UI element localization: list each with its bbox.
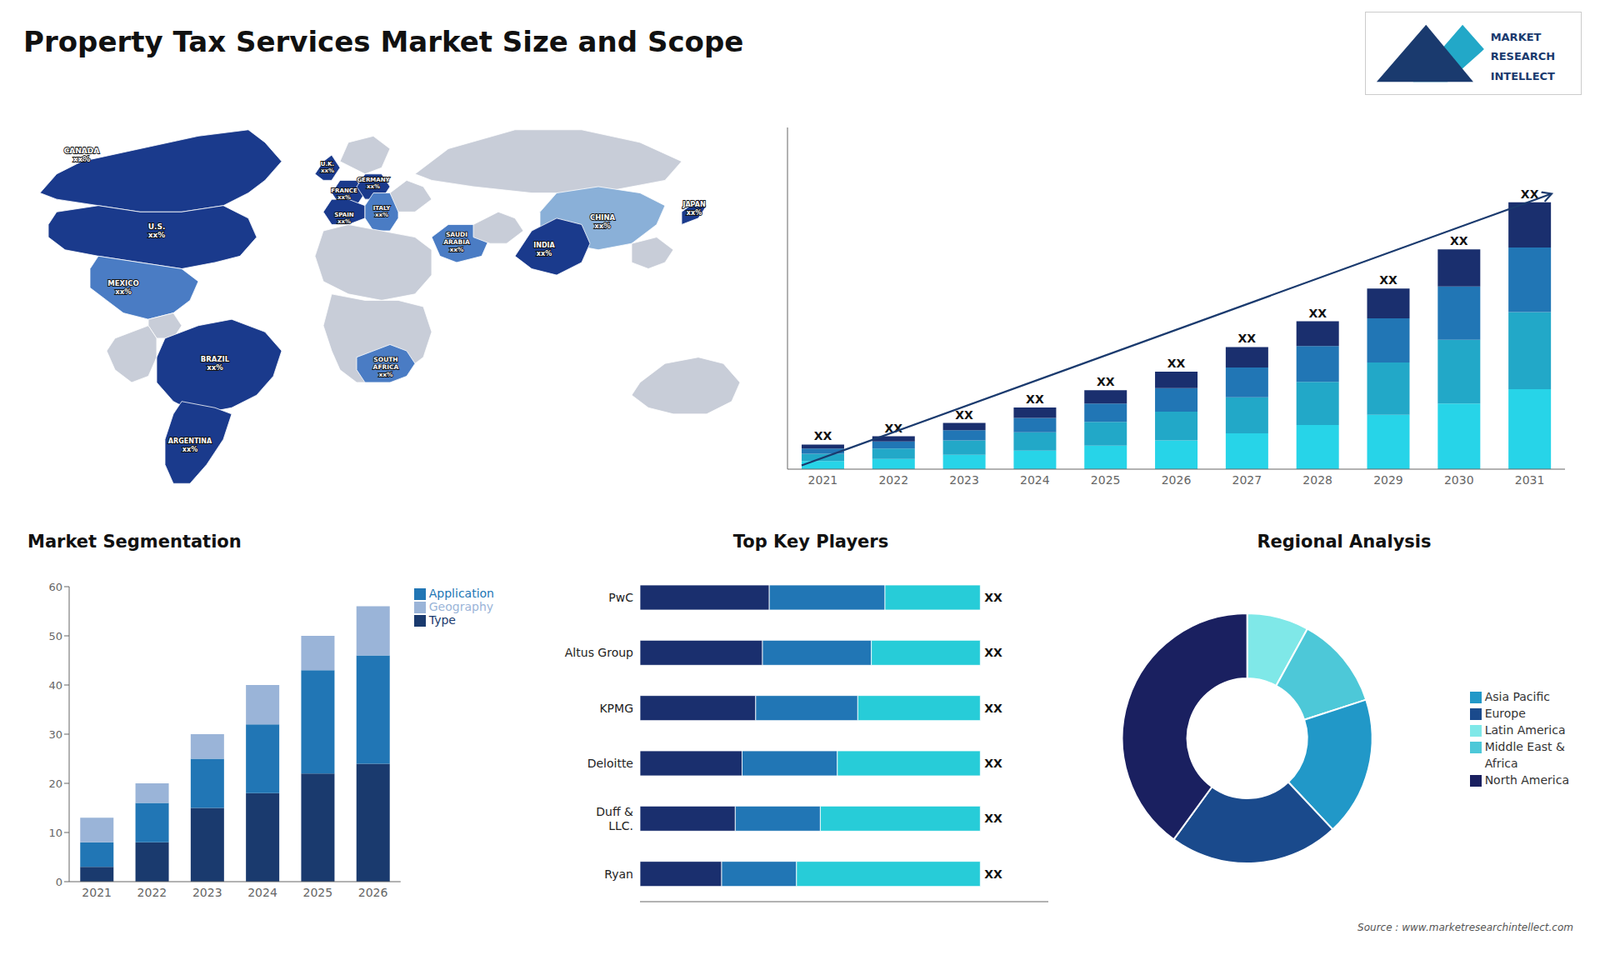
- svg-text:U.K.xx%: U.K.xx%: [320, 160, 335, 175]
- svg-text:60: 60: [48, 580, 63, 594]
- html-text:Regional Analysis: Regional Analysis: [1257, 531, 1432, 552]
- svg-text:XX: XX: [1308, 306, 1327, 320]
- svg-text:SPAINxx%: SPAINxx%: [334, 211, 355, 225]
- svg-text:Altus Group: Altus Group: [565, 645, 634, 660]
- svg-text:2026: 2026: [358, 885, 389, 900]
- svg-text:2028: 2028: [1302, 473, 1333, 487]
- svg-text:30: 30: [48, 728, 63, 741]
- svg-text:2023: 2023: [192, 885, 223, 900]
- svg-text:10: 10: [48, 826, 63, 840]
- svg-text:50: 50: [48, 630, 63, 643]
- html-text:Middle East & Africa: Middle East & Africa: [1484, 740, 1565, 770]
- svg-text:XX: XX: [984, 590, 1003, 605]
- svg-text:CANADAxx%: CANADAxx%: [64, 146, 100, 165]
- svg-text:2024: 2024: [247, 885, 278, 900]
- svg-text:XX: XX: [1167, 356, 1186, 370]
- svg-text:Ryan: Ryan: [604, 867, 634, 881]
- svg-text:ARGENTINAxx%: ARGENTINAxx%: [168, 437, 213, 454]
- svg-text:XX: XX: [1379, 273, 1398, 287]
- svg-text:INTELLECT: INTELLECT: [1490, 70, 1555, 83]
- svg-text:U.S.xx%: U.S.xx%: [148, 222, 166, 240]
- svg-text:2025: 2025: [1090, 473, 1121, 487]
- svg-text:XX: XX: [1025, 392, 1045, 406]
- svg-text:2025: 2025: [303, 885, 334, 900]
- html-text:Latin America: Latin America: [1484, 723, 1566, 737]
- svg-text:2022: 2022: [878, 473, 909, 487]
- html-text:Property Tax Services Market S: Property Tax Services Market Size and Sc…: [23, 25, 744, 59]
- svg-text:Duff &LLC.: Duff &LLC.: [595, 805, 634, 833]
- svg-text:2030: 2030: [1444, 473, 1475, 487]
- html-text:Type: Type: [429, 613, 456, 627]
- svg-text:SOUTHAFRICAxx%: SOUTHAFRICAxx%: [373, 355, 400, 379]
- svg-text:PwC: PwC: [608, 590, 634, 605]
- svg-text:2022: 2022: [137, 885, 168, 900]
- svg-text:MARKET: MARKET: [1490, 30, 1542, 44]
- svg-text:0: 0: [55, 875, 63, 889]
- html-text:Geography: Geography: [429, 600, 494, 614]
- svg-text:XX: XX: [984, 756, 1003, 770]
- svg-text:RESEARCH: RESEARCH: [1490, 50, 1556, 63]
- svg-text:SAUDIARABIAxx%: SAUDIARABIAxx%: [443, 230, 470, 254]
- svg-text:Deloitte: Deloitte: [587, 756, 634, 770]
- svg-text:XX: XX: [814, 429, 833, 443]
- svg-text:2026: 2026: [1161, 473, 1192, 487]
- svg-text:ITALYxx%: ITALYxx%: [373, 205, 392, 219]
- svg-text:XX: XX: [1520, 187, 1540, 201]
- svg-text:XX: XX: [984, 645, 1003, 660]
- html-text:Top Key Players: Top Key Players: [733, 531, 889, 552]
- svg-text:XX: XX: [1450, 234, 1469, 248]
- svg-text:40: 40: [48, 679, 63, 692]
- svg-text:XX: XX: [1096, 375, 1115, 389]
- svg-text:2021: 2021: [808, 473, 839, 487]
- svg-text:JAPANxx%: JAPANxx%: [681, 200, 705, 217]
- svg-text:XX: XX: [984, 867, 1003, 881]
- html-text:Asia Pacific: Asia Pacific: [1484, 690, 1550, 704]
- svg-text:2031: 2031: [1515, 473, 1545, 487]
- svg-text:GERMANYxx%: GERMANYxx%: [356, 176, 390, 190]
- svg-text:MEXICOxx%: MEXICOxx%: [107, 279, 139, 296]
- svg-text:XX: XX: [984, 811, 1003, 825]
- html-text:Market Segmentation: Market Segmentation: [27, 531, 242, 552]
- svg-text:FRANCExx%: FRANCExx%: [330, 187, 358, 201]
- html-text:Application: Application: [429, 586, 495, 600]
- svg-text:2021: 2021: [81, 885, 112, 900]
- svg-text:XX: XX: [1238, 331, 1257, 345]
- svg-text:XX: XX: [884, 421, 903, 435]
- svg-text:CHINAxx%: CHINAxx%: [590, 213, 616, 230]
- svg-text:KPMG: KPMG: [599, 701, 634, 715]
- html-text:Europe: Europe: [1484, 706, 1526, 720]
- svg-text:XX: XX: [955, 408, 974, 422]
- svg-text:2029: 2029: [1373, 473, 1404, 487]
- svg-text:BRAZILxx%: BRAZILxx%: [200, 355, 230, 372]
- svg-text:XX: XX: [984, 701, 1003, 715]
- svg-text:20: 20: [48, 777, 63, 790]
- html-text:North America: North America: [1484, 773, 1570, 787]
- svg-text:INDIAxx%: INDIAxx%: [533, 241, 555, 258]
- html-text:Source : www.marketresearchint: Source : www.marketresearchintellect.com: [1357, 921, 1574, 934]
- svg-text:2027: 2027: [1231, 473, 1262, 487]
- svg-text:2023: 2023: [949, 473, 980, 487]
- svg-text:2024: 2024: [1020, 473, 1050, 487]
